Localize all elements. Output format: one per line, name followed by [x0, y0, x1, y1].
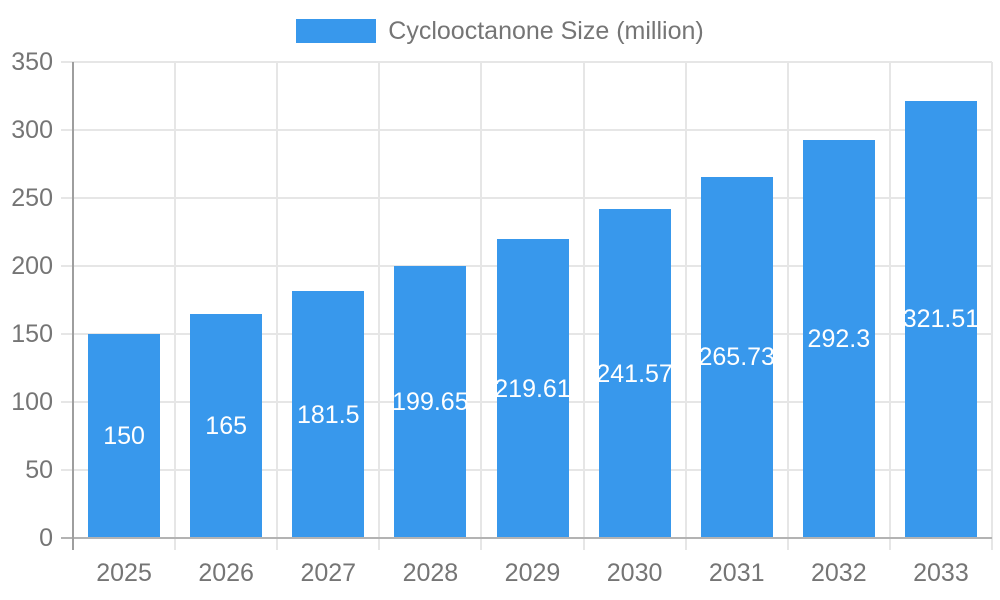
x-tick-label: 2031: [708, 559, 765, 587]
x-tick-label: 2032: [811, 559, 867, 587]
y-tick-label: 250: [11, 184, 53, 212]
x-gridline: [378, 62, 381, 538]
x-tick: [684, 538, 687, 550]
y-tick-label: 200: [11, 252, 53, 280]
y-gridline: [73, 61, 992, 63]
y-tick: [61, 469, 73, 471]
y-tick-label: 0: [39, 524, 53, 552]
bar: [496, 239, 569, 538]
x-tick-label: 2030: [606, 559, 663, 587]
x-gridline: [684, 62, 687, 538]
bar: [88, 334, 161, 538]
y-axis-line: [72, 62, 74, 550]
legend-label: Cyclooctanone Size (million): [388, 16, 704, 45]
y-tick: [61, 129, 73, 131]
x-gridline: [480, 62, 483, 538]
bar-value-label: 292.3: [807, 325, 871, 354]
x-tick: [786, 538, 789, 550]
x-tick-label: 2027: [300, 559, 357, 587]
x-tick: [991, 538, 993, 550]
x-tick-label: 2029: [504, 559, 561, 587]
x-tick: [582, 538, 585, 550]
bar-value-label: 150: [103, 422, 145, 450]
bar-value-label: 165: [205, 411, 248, 440]
x-tick: [888, 538, 891, 550]
bar: [292, 291, 365, 538]
x-gridline: [582, 62, 585, 538]
x-tick-label: 2033: [913, 559, 969, 587]
bar-value-label: 199.65: [392, 388, 469, 417]
y-tick-label: 50: [25, 456, 53, 484]
x-tick: [174, 538, 177, 550]
x-tick-label: 2026: [198, 559, 254, 587]
x-tick: [480, 538, 483, 550]
x-gridline: [174, 62, 177, 538]
x-tick: [378, 538, 381, 550]
y-tick: [61, 197, 73, 199]
y-tick-label: 350: [11, 48, 53, 76]
bar-value-label: 181.5: [296, 400, 360, 429]
x-gridline: [991, 62, 993, 538]
bar: [700, 176, 773, 538]
y-gridline: [73, 129, 992, 131]
x-tick-label: 2025: [96, 559, 152, 587]
y-tick-label: 150: [11, 320, 53, 348]
bar: [394, 266, 467, 538]
legend: Cyclooctanone Size (million): [0, 14, 1000, 48]
x-tick: [276, 538, 279, 550]
x-tick-label: 2028: [402, 559, 459, 587]
bar: [190, 313, 263, 538]
bar: [802, 140, 875, 538]
y-tick: [61, 265, 73, 267]
bar: [598, 209, 671, 538]
x-axis-line: [61, 537, 992, 539]
x-gridline: [786, 62, 789, 538]
x-gridline: [888, 62, 891, 538]
y-gridline: [73, 197, 992, 199]
bar: [904, 100, 977, 538]
bar-value-label: 265.73: [698, 343, 775, 372]
y-tick: [61, 61, 73, 63]
y-tick-label: 100: [11, 388, 53, 416]
y-tick-label: 300: [11, 116, 53, 144]
legend-item[interactable]: Cyclooctanone Size (million): [296, 16, 704, 46]
bar-value-label: 219.61: [494, 374, 571, 403]
legend-swatch-icon: [296, 19, 377, 43]
y-tick: [61, 333, 73, 335]
bar-value-label: 321.51: [902, 305, 980, 334]
bar-value-label: 241.57: [596, 359, 673, 388]
y-tick: [61, 401, 73, 403]
x-gridline: [276, 62, 279, 538]
